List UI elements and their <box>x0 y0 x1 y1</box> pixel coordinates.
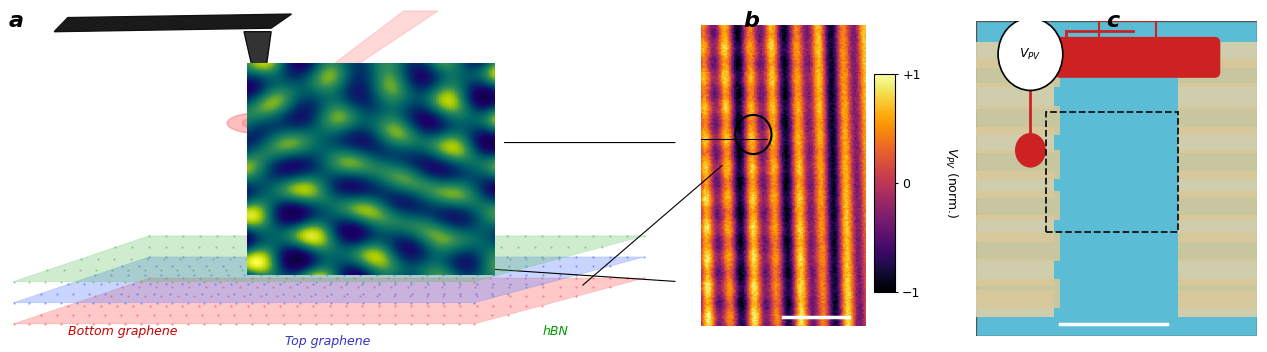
Bar <box>1100 21 1156 43</box>
Circle shape <box>998 18 1063 90</box>
Text: b: b <box>744 11 759 31</box>
Text: Top graphene: Top graphene <box>285 335 370 348</box>
Bar <box>976 191 1060 220</box>
Bar <box>976 42 1054 68</box>
Text: hBN: hBN <box>542 325 568 338</box>
Bar <box>976 215 1054 241</box>
Bar <box>976 259 1054 286</box>
Ellipse shape <box>242 117 280 129</box>
Bar <box>1178 59 1257 87</box>
Bar <box>1178 150 1257 178</box>
Bar <box>976 106 1060 134</box>
Polygon shape <box>14 236 644 282</box>
Bar <box>1047 113 1178 232</box>
Polygon shape <box>245 32 271 106</box>
Ellipse shape <box>253 120 269 126</box>
Text: a: a <box>8 11 23 31</box>
Polygon shape <box>14 278 644 324</box>
Bar <box>1178 279 1257 308</box>
Circle shape <box>1015 133 1047 168</box>
Bar <box>1178 83 1257 109</box>
Polygon shape <box>54 14 291 32</box>
Bar <box>1178 215 1257 241</box>
Bar <box>976 83 1054 109</box>
Bar <box>1178 106 1257 134</box>
Bar <box>976 150 1060 178</box>
Bar <box>976 232 1060 260</box>
Bar <box>976 127 1054 153</box>
Bar <box>976 279 1060 308</box>
Bar <box>1178 290 1257 317</box>
Bar <box>1178 171 1257 197</box>
Y-axis label: $V_{PV}$ (norm.): $V_{PV}$ (norm.) <box>943 147 959 219</box>
FancyBboxPatch shape <box>1054 37 1220 78</box>
Text: c: c <box>1106 11 1119 31</box>
Text: $V_{PV}$: $V_{PV}$ <box>1019 47 1041 62</box>
Bar <box>1178 259 1257 286</box>
Polygon shape <box>14 257 644 303</box>
Bar <box>976 171 1054 197</box>
Bar <box>976 59 1060 87</box>
Bar <box>976 290 1054 317</box>
Bar <box>1178 232 1257 260</box>
Bar <box>1178 127 1257 153</box>
Bar <box>1178 42 1257 68</box>
Ellipse shape <box>227 113 295 134</box>
Text: Bottom graphene: Bottom graphene <box>68 325 177 338</box>
Bar <box>1178 191 1257 220</box>
